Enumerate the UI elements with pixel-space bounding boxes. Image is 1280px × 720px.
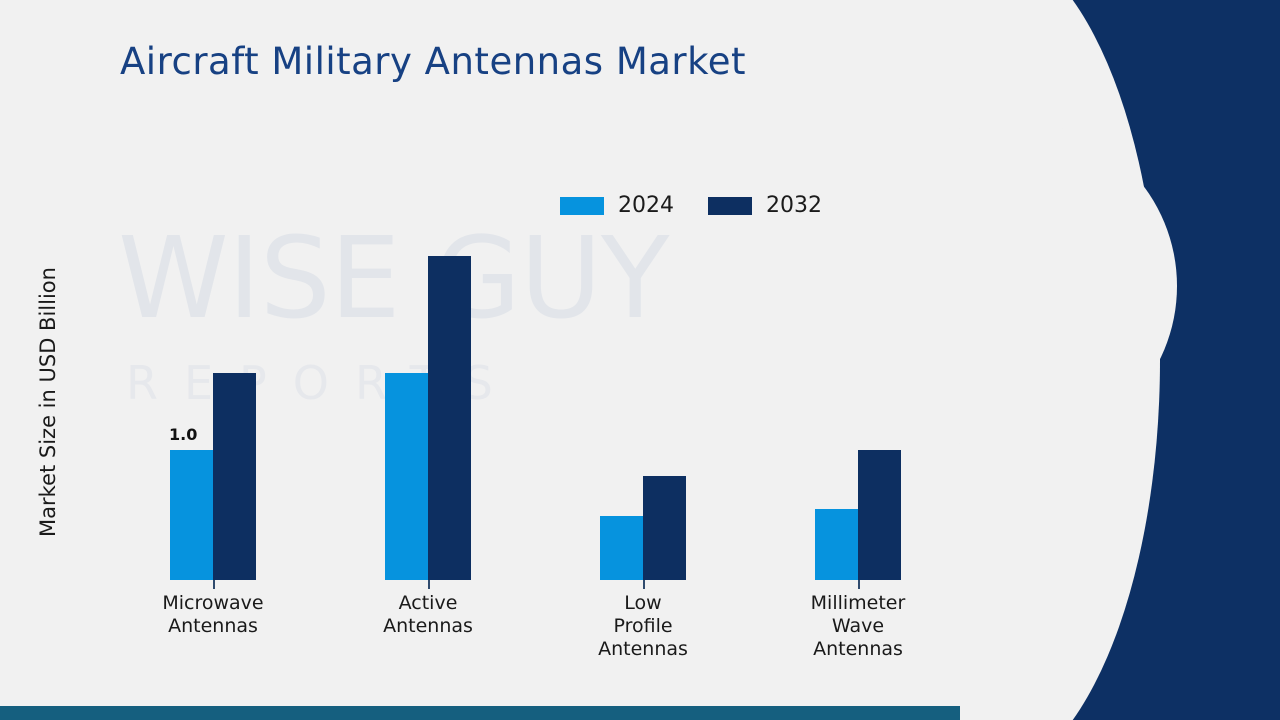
x-axis-category-label: Microwave Antennas [162, 592, 264, 637]
x-axis-category-label: Low Profile Antennas [598, 592, 688, 660]
legend-label: 2032 [766, 193, 822, 218]
bar-2032-0[interactable] [213, 372, 256, 580]
bar-2024-0[interactable]: 1.0 [169, 425, 213, 580]
legend-swatch-2032 [708, 196, 752, 215]
bar-2032-1[interactable] [428, 255, 471, 580]
bar-group: 1.0 [169, 230, 256, 589]
bar-2024-3[interactable] [815, 508, 858, 580]
x-axis-category-label: Millimeter Wave Antennas [810, 592, 906, 660]
bar-2024-2[interactable] [600, 516, 643, 580]
bar-group [815, 230, 901, 589]
legend-item[interactable]: 2024 [560, 193, 674, 218]
legend-item[interactable]: 2032 [708, 193, 822, 218]
chart-legend: 2024 2032 [560, 193, 822, 218]
x-axis-category-label: Active Antennas [383, 592, 473, 637]
bar-group [385, 230, 471, 589]
plot-area: 1.0 [140, 230, 940, 589]
bar-chart: Market Size in USD Billion 2024 2032 1.0 … [36, 193, 940, 660]
y-axis-label: Market Size in USD Billion [36, 267, 60, 537]
bar-value-label: 1.0 [169, 425, 198, 445]
page-title: Aircraft Military Antennas Market [120, 40, 747, 83]
x-axis-tick [643, 580, 645, 589]
bar-2032-2[interactable] [643, 476, 686, 580]
legend-label: 2024 [618, 193, 674, 218]
decorative-circle-inner [845, 120, 1177, 452]
bar-2024-1[interactable] [385, 372, 428, 580]
bar-group [600, 230, 686, 589]
legend-swatch-2024 [560, 196, 604, 215]
bar-2032-3[interactable] [858, 450, 901, 580]
x-axis-tick [213, 580, 215, 589]
accent-strip [0, 706, 960, 720]
x-axis-tick [858, 580, 860, 589]
x-axis-tick [428, 580, 430, 589]
